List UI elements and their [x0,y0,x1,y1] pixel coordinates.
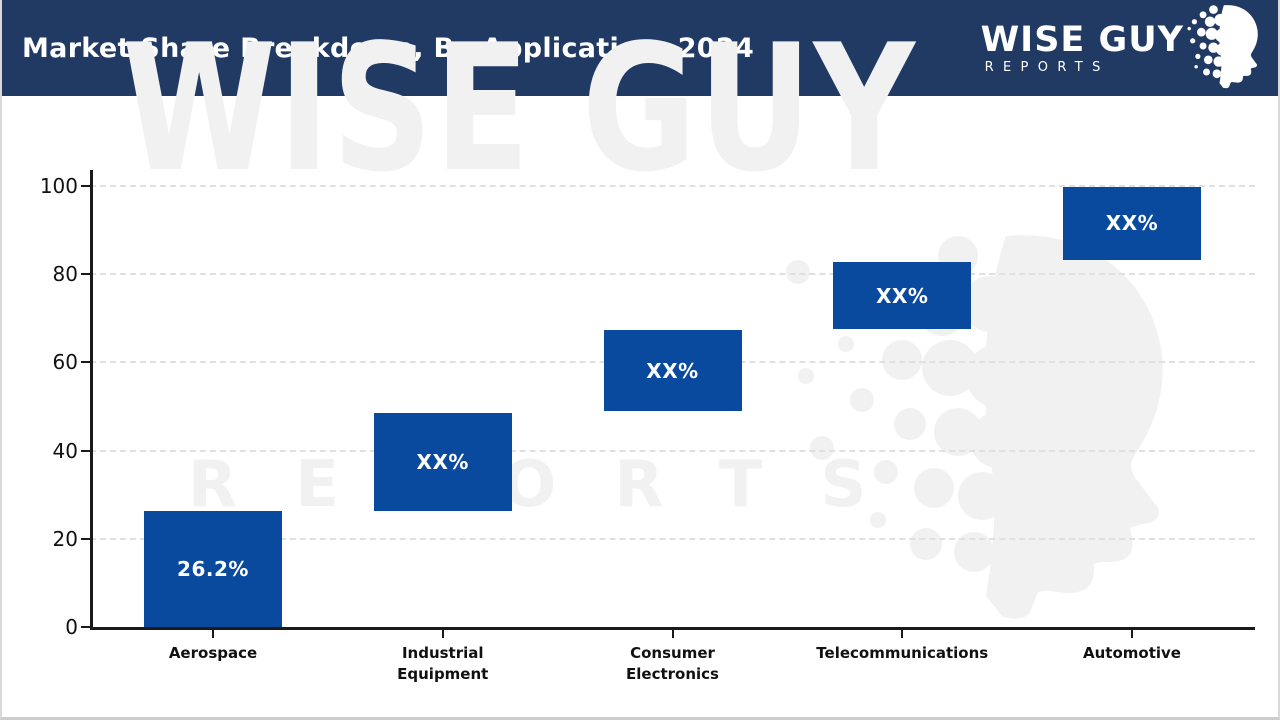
y-tick-mark [81,626,90,628]
bar-value-label: 26.2% [177,557,249,582]
category-label: Automotive [1027,643,1237,664]
gridline [90,449,1255,452]
brand-logo-text: WISE GUY REPORTS [981,21,1184,75]
bar-value-label: XX% [416,450,469,475]
bar-value-label: XX% [1105,211,1159,236]
x-tick-mark [441,629,444,638]
logo-face-icon [1187,5,1258,89]
x-tick-mark [212,629,214,638]
logo-wordmark: WISE GUY [980,20,1184,60]
watermark-subtext: REPORTS [188,448,925,522]
gridline [90,273,1255,276]
watermark-face-icon [786,235,1163,619]
y-tick-label: 100 [39,174,78,198]
category-label-line: Electronics [626,665,719,683]
y-tick-mark [81,185,90,187]
category-label-line: Telecommunications [816,644,989,662]
category-label: Consumer Electronics [568,643,778,685]
gridline [90,537,1255,540]
y-tick-label: 20 [52,526,78,551]
bar-segment: XX% [833,261,972,330]
category-label: Telecommunications [797,643,1007,664]
y-tick-label: 0 [65,615,78,639]
category-label: Aerospace [108,643,318,664]
bar-segment: XX% [1063,186,1201,261]
category-label-line: Industrial [401,644,484,662]
y-tick-mark [81,537,90,540]
gridline [90,185,1255,187]
bar-value-label: XX% [646,358,699,383]
y-tick-label: 40 [52,438,78,463]
category-label-line: Consumer [630,644,715,662]
page-title: Market Share Breakdown, By Application, … [22,32,755,64]
category-label-line: Automotive [1083,644,1181,662]
y-tick-mark [81,361,90,364]
bar-segment: XX% [373,412,512,512]
y-axis-line [90,170,93,629]
logo-subtext: REPORTS [984,60,1110,75]
brand-logo: WISE GUY REPORTS [981,5,1262,90]
y-tick-mark [81,273,90,276]
y-tick-label: 60 [52,350,78,375]
category-label-line: Aerospace [168,644,258,662]
x-axis-line [90,627,1255,630]
watermark-wordmark: WISE GUY [122,8,917,211]
x-tick-mark [1131,629,1133,638]
bar-segment: 26.2% [144,511,282,627]
chart-area: WISE GUY REPORTS 26.2% XX% XX% XX% XX% 0 20 40… [2,8,1278,717]
header-bar: Market Share Breakdown, By Application, … [2,0,1278,96]
y-tick-mark [81,449,90,452]
category-label: Industrial Equipment [338,643,548,685]
x-tick-mark [901,629,904,638]
bar-value-label: XX% [876,283,929,308]
x-tick-mark [671,629,674,638]
y-tick-label: 80 [52,262,78,287]
bar-segment: XX% [603,330,742,412]
category-label-line: Equipment [397,665,489,683]
